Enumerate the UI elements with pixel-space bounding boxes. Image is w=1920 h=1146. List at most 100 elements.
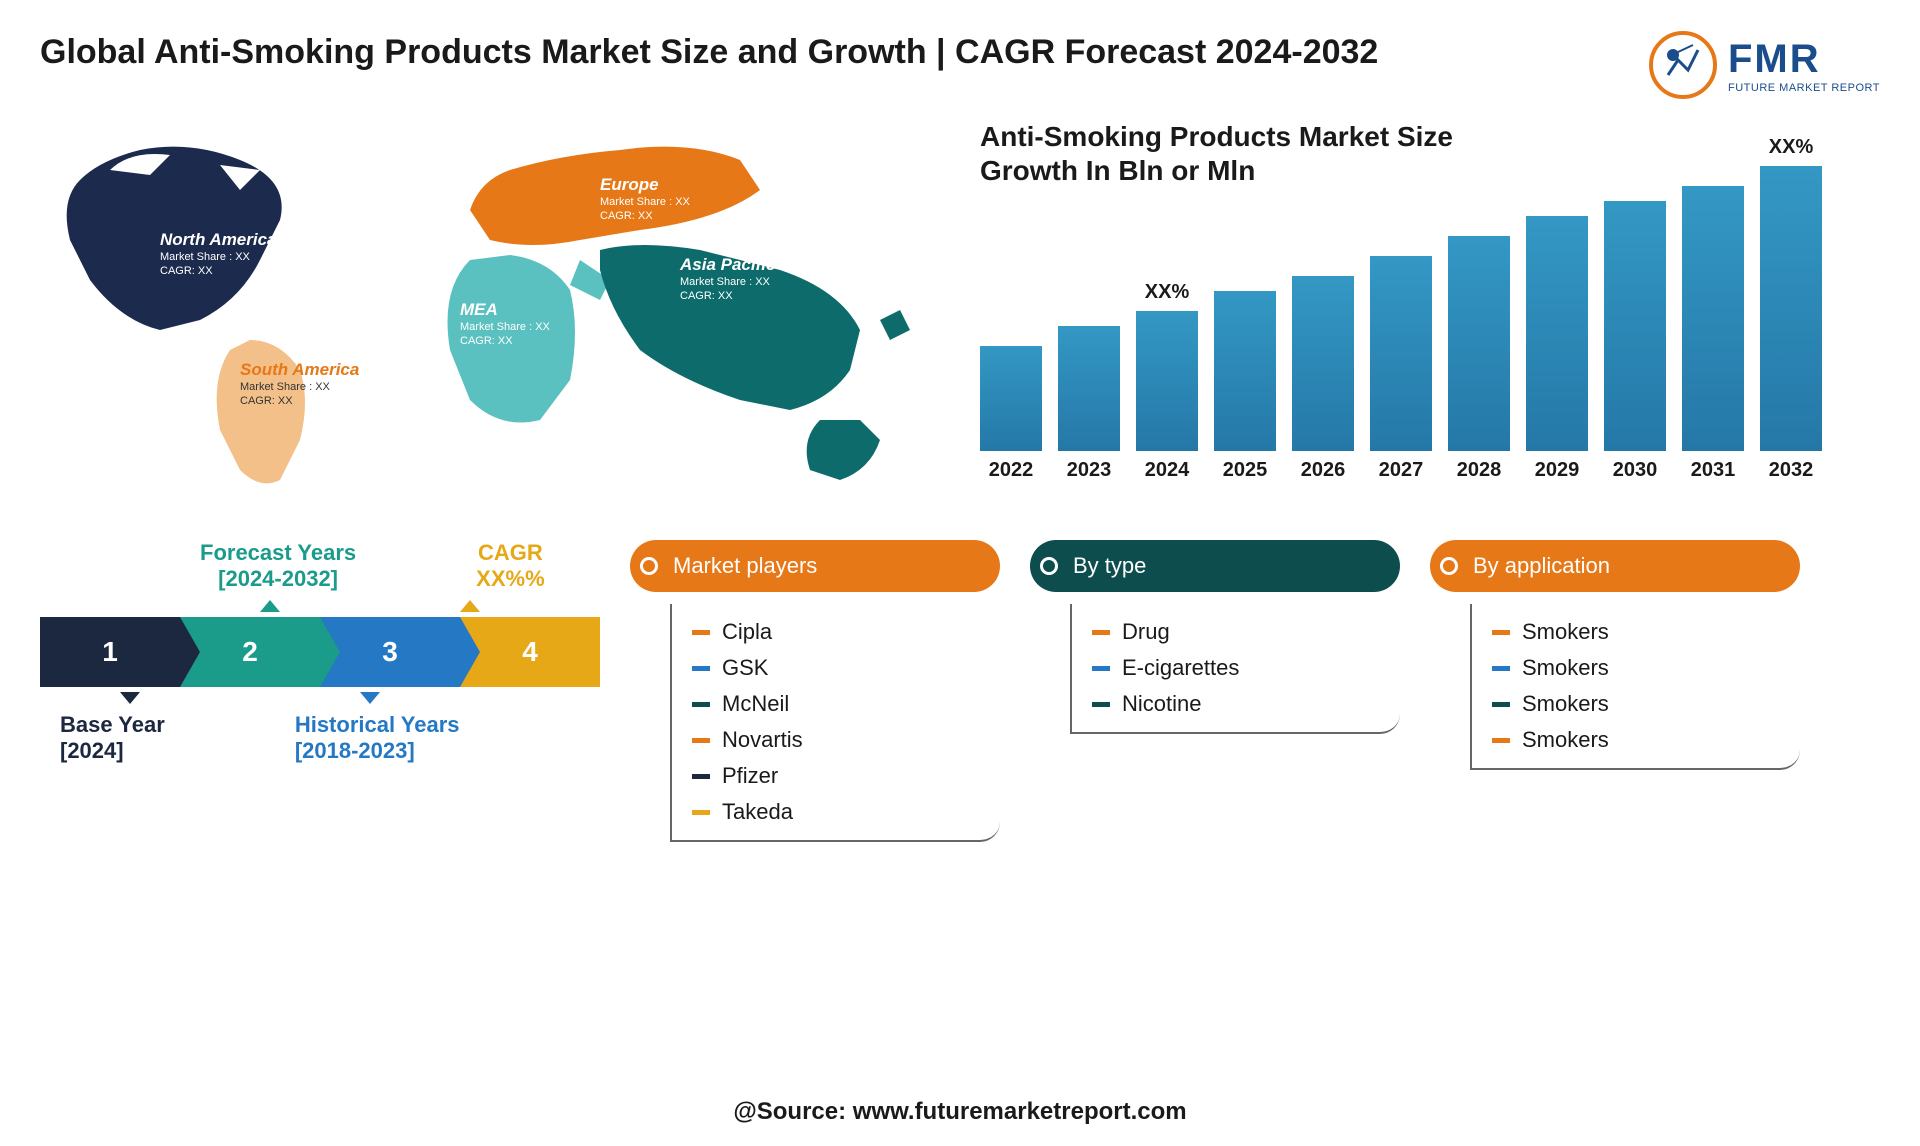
list-item-label: Cipla: [722, 619, 772, 645]
bar: [1448, 236, 1510, 451]
bar: [1370, 256, 1432, 451]
bar-year-label: 2023: [1067, 459, 1112, 482]
historical-years-label: Historical Years [2018-2023]: [295, 712, 460, 764]
arrow-up-icon: [260, 600, 280, 612]
region-share: Market Share : XX: [600, 195, 690, 209]
page-title: Global Anti-Smoking Products Market Size…: [40, 30, 1378, 74]
region-share: Market Share : XX: [680, 275, 775, 289]
bar: [1760, 166, 1822, 451]
header: Global Anti-Smoking Products Market Size…: [40, 30, 1880, 100]
timeline-segment: 2: [180, 617, 320, 687]
by-type-box: By type Drug E-cigarettes Nicotine: [1030, 540, 1400, 734]
bullet-icon: [1092, 630, 1110, 635]
region-asia-pacific: Asia Pacific Market Share : XX CAGR: XX: [680, 255, 775, 304]
region-cagr: CAGR: XX: [240, 394, 359, 408]
list-item-label: GSK: [722, 655, 768, 681]
list-item: Smokers: [1492, 686, 1800, 722]
bottom-row: Forecast Years [2024-2032] CAGR XX%% 123…: [40, 540, 1880, 842]
base-year-label: Base Year [2024]: [60, 712, 165, 764]
logo: FMR FUTURE MARKET REPORT: [1648, 30, 1880, 100]
byapp-list: SmokersSmokersSmokersSmokers: [1470, 604, 1800, 770]
timeline-segment: 1: [40, 617, 180, 687]
timeline-segment: 3: [320, 617, 460, 687]
world-map: North America Market Share : XX CAGR: XX…: [40, 120, 940, 500]
byapp-header: By application: [1430, 540, 1800, 592]
region-cagr: CAGR: XX: [460, 334, 550, 348]
bar-column: XX%2024: [1136, 311, 1198, 482]
bullet-icon: [1492, 666, 1510, 671]
timeline-bar: 1234: [40, 617, 600, 687]
bullet-icon: [692, 774, 710, 779]
chart-bars: 2022 2023 XX%2024 2025 2026 2027 2028 2029 2030 2…: [980, 202, 1880, 482]
list-item: McNeil: [692, 686, 1000, 722]
bytype-header: By type: [1030, 540, 1400, 592]
bar-year-label: 2022: [989, 459, 1034, 482]
bar-column: 2026: [1292, 276, 1354, 482]
bar-year-label: 2028: [1457, 459, 1502, 482]
timeline: Forecast Years [2024-2032] CAGR XX%% 123…: [40, 540, 600, 764]
region-europe: Europe Market Share : XX CAGR: XX: [600, 175, 690, 224]
top-row: North America Market Share : XX CAGR: XX…: [40, 120, 1880, 500]
region-name: South America: [240, 360, 359, 380]
forecast-label: Forecast Years [2024-2032]: [200, 540, 356, 592]
arrow-up-icon: [460, 600, 480, 612]
region-name: MEA: [460, 300, 550, 320]
region-cagr: CAGR: XX: [600, 209, 690, 223]
bar-year-label: 2030: [1613, 459, 1658, 482]
bar-column: 2029: [1526, 216, 1588, 482]
arrow-down-icon: [120, 692, 140, 704]
market-players-box: Market players Cipla GSK McNeil Novartis Pfi…: [630, 540, 1000, 842]
bar-year-label: 2024: [1145, 459, 1190, 482]
chart-title: Anti-Smoking Products Market Size Growth…: [980, 120, 1460, 187]
bar-column: 2022: [980, 346, 1042, 482]
cagr-label: CAGR XX%%: [476, 540, 544, 592]
region-name: North America: [160, 230, 277, 250]
bar-year-label: 2029: [1535, 459, 1580, 482]
region-share: Market Share : XX: [160, 250, 277, 264]
bullet-icon: [692, 702, 710, 707]
bar: [1058, 326, 1120, 451]
bar-year-label: 2031: [1691, 459, 1736, 482]
bullet-icon: [692, 666, 710, 671]
logo-subtitle: FUTURE MARKET REPORT: [1728, 82, 1880, 94]
list-item-label: Nicotine: [1122, 691, 1201, 717]
region-south-america: South America Market Share : XX CAGR: XX: [240, 360, 359, 409]
bytype-list: Drug E-cigarettes Nicotine: [1070, 604, 1400, 734]
region-mea: MEA Market Share : XX CAGR: XX: [460, 300, 550, 349]
bar-column: 2028: [1448, 236, 1510, 482]
bar-column: 2023: [1058, 326, 1120, 482]
list-item-label: E-cigarettes: [1122, 655, 1239, 681]
bar: [1214, 291, 1276, 451]
bar-column: XX%2032: [1760, 166, 1822, 482]
list-item: E-cigarettes: [1092, 650, 1400, 686]
bar: [1292, 276, 1354, 451]
header-dot-icon: [1440, 557, 1458, 575]
list-item-label: Takeda: [722, 799, 793, 825]
list-item-label: Novartis: [722, 727, 803, 753]
source-attribution: @Source: www.futuremarketreport.com: [733, 1098, 1186, 1126]
bullet-icon: [1092, 702, 1110, 707]
bar-year-label: 2027: [1379, 459, 1424, 482]
list-item-label: Pfizer: [722, 763, 778, 789]
region-name: Asia Pacific: [680, 255, 775, 275]
region-share: Market Share : XX: [460, 320, 550, 334]
bullet-icon: [692, 738, 710, 743]
players-header-text: Market players: [673, 553, 817, 579]
region-share: Market Share : XX: [240, 380, 359, 394]
bullet-icon: [1492, 702, 1510, 707]
header-dot-icon: [640, 557, 658, 575]
bar-year-label: 2032: [1769, 459, 1814, 482]
players-list: Cipla GSK McNeil Novartis Pfizer Takeda: [670, 604, 1000, 842]
logo-text: FMR: [1728, 37, 1880, 82]
bar-column: 2031: [1682, 186, 1744, 482]
list-item-label: Smokers: [1522, 619, 1609, 645]
bullet-icon: [1492, 630, 1510, 635]
list-item: Pfizer: [692, 758, 1000, 794]
header-dot-icon: [1040, 557, 1058, 575]
list-item: GSK: [692, 650, 1000, 686]
region-name: Europe: [600, 175, 690, 195]
list-item: Takeda: [692, 794, 1000, 830]
list-item: Novartis: [692, 722, 1000, 758]
list-item: Drug: [1092, 614, 1400, 650]
bar-year-label: 2025: [1223, 459, 1268, 482]
